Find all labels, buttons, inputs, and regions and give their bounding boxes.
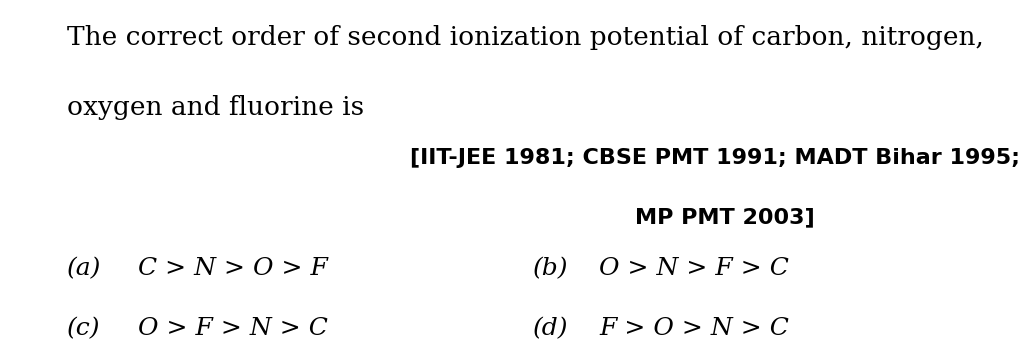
Text: O > F > N > C: O > F > N > C — [138, 317, 328, 340]
Text: (d): (d) — [532, 317, 568, 340]
Text: oxygen and fluorine is: oxygen and fluorine is — [67, 95, 364, 120]
Text: MP PMT 2003]: MP PMT 2003] — [635, 208, 815, 228]
Text: C > N > O > F: C > N > O > F — [138, 257, 328, 280]
Text: [IIT-JEE 1981; CBSE PMT 1991; MADT Bihar 1995;: [IIT-JEE 1981; CBSE PMT 1991; MADT Bihar… — [410, 148, 1020, 168]
Text: O > N > F > C: O > N > F > C — [599, 257, 788, 280]
Text: (b): (b) — [532, 257, 568, 280]
Text: F > O > N > C: F > O > N > C — [599, 317, 788, 340]
Text: The correct order of second ionization potential of carbon, nitrogen,: The correct order of second ionization p… — [67, 25, 983, 50]
Text: (c): (c) — [67, 317, 100, 340]
Text: (a): (a) — [67, 257, 101, 280]
